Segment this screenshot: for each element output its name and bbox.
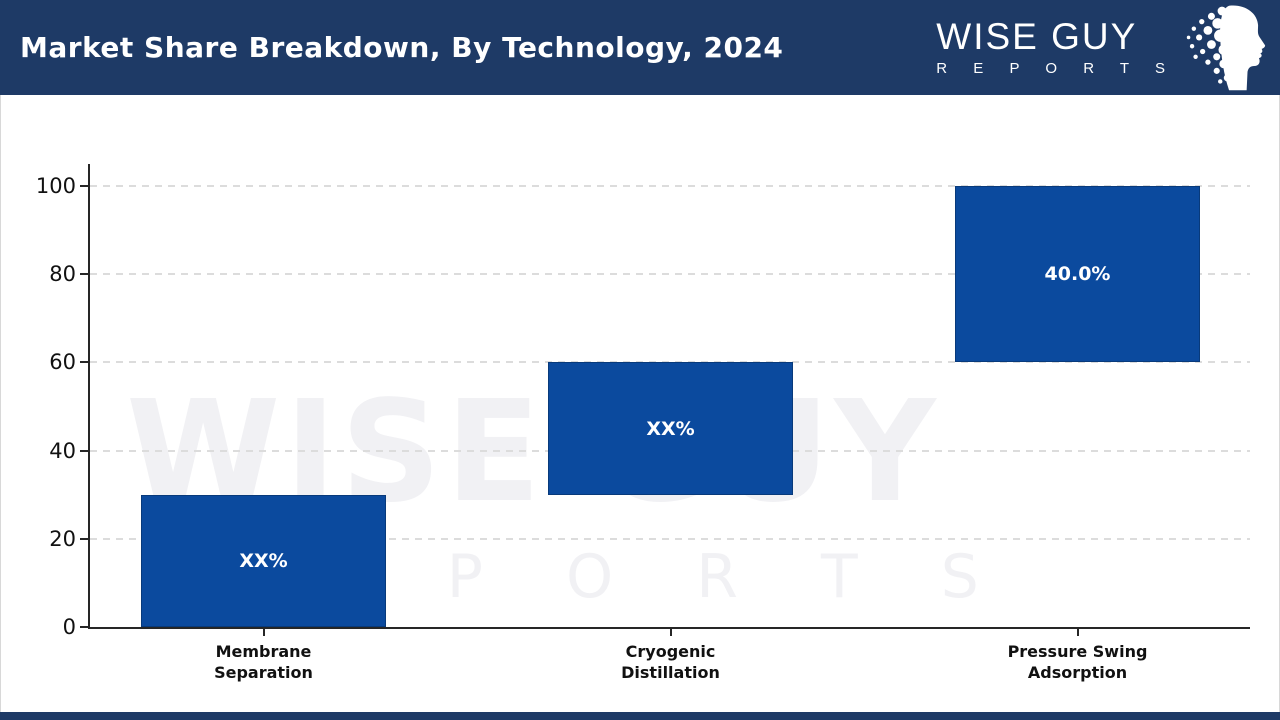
ytick-label: 0	[62, 615, 76, 639]
bar-pressure-swing-adsorption	[955, 186, 1200, 363]
logo-wordmark: WISE GUY	[936, 16, 1138, 57]
bar-cryogenic-distillation	[548, 362, 793, 495]
ytick-mark	[80, 361, 90, 364]
ytick-label: 100	[35, 174, 76, 199]
header-banner: Market Share Breakdown, By Technology, 2…	[0, 0, 1280, 95]
page-title: Market Share Breakdown, By Technology, 2…	[20, 31, 784, 64]
ytick-label: 60	[49, 350, 76, 375]
xtick-mark	[1076, 629, 1079, 636]
ytick-label: 80	[49, 262, 76, 287]
ytick-mark	[80, 537, 90, 540]
wiseguy-logo-text: WISE GUY R E P O R T S	[936, 18, 1176, 77]
gridline-y80	[90, 273, 1250, 276]
xtick-mark	[669, 629, 672, 636]
ytick-mark	[80, 185, 90, 188]
bar-value-label: XX%	[646, 417, 695, 440]
logo-head-profile-icon	[1178, 4, 1266, 92]
bar-membrane-separation	[141, 494, 386, 627]
y-axis-spine	[88, 164, 90, 629]
xcat-label: Membrane Separation	[214, 642, 313, 682]
ytick-mark	[80, 626, 90, 628]
ytick-mark	[80, 449, 90, 452]
gridline-y100	[90, 185, 1250, 188]
xtick-mark	[262, 629, 265, 636]
bar-value-label: 40.0%	[1044, 263, 1111, 286]
wiseguy-logo: WISE GUY R E P O R T S	[936, 4, 1266, 92]
ytick-label: 20	[49, 526, 76, 551]
logo-subtitle: R E P O R T S	[936, 60, 1176, 77]
xcat-label: Pressure Swing Adsorption	[1007, 642, 1148, 682]
gridline-y20	[90, 537, 1250, 540]
footer-bar	[0, 712, 1280, 720]
x-axis-spine	[88, 627, 1250, 629]
ytick-mark	[80, 273, 90, 276]
xcat-label: Cryogenic Distillation	[621, 642, 720, 682]
ytick-label: 40	[49, 438, 76, 463]
bar-value-label: XX%	[239, 549, 288, 572]
